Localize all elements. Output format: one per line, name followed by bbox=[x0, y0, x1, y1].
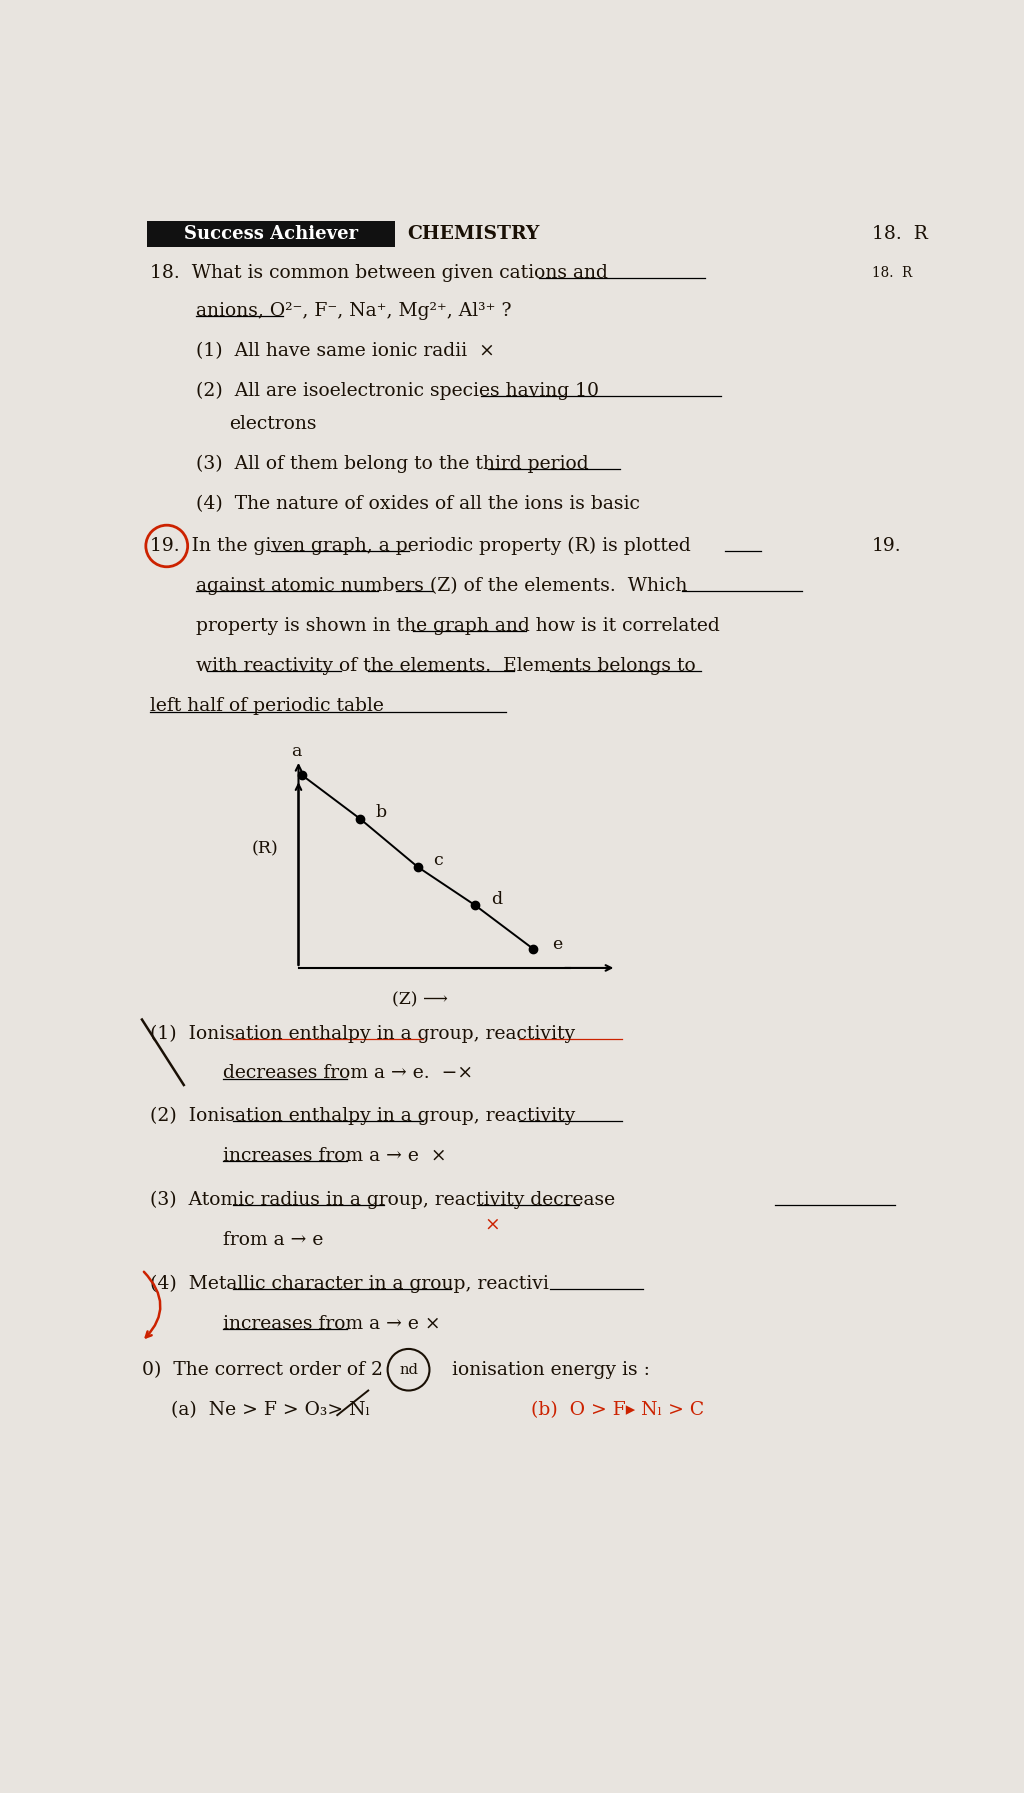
Text: (Z) ⟶: (Z) ⟶ bbox=[391, 992, 447, 1009]
Text: c: c bbox=[433, 852, 443, 870]
Text: 19.: 19. bbox=[872, 536, 901, 556]
Text: 18.  What is common between given cations and: 18. What is common between given cations… bbox=[150, 264, 607, 282]
Text: increases from a → e  ×: increases from a → e × bbox=[222, 1146, 446, 1164]
Text: ×: × bbox=[484, 1216, 500, 1234]
Text: Success Achiever: Success Achiever bbox=[184, 226, 358, 244]
Text: electrons: electrons bbox=[228, 414, 316, 432]
Text: CHEMISTRY: CHEMISTRY bbox=[407, 226, 540, 244]
Text: (3)  Atomic radius in a group, reactivity decrease: (3) Atomic radius in a group, reactivity… bbox=[150, 1191, 614, 1208]
Text: ionisation energy is :: ionisation energy is : bbox=[445, 1361, 649, 1379]
Text: b: b bbox=[376, 803, 387, 821]
Text: decreases from a → e.  −×: decreases from a → e. −× bbox=[222, 1065, 473, 1083]
Text: from a → e: from a → e bbox=[222, 1230, 323, 1248]
Text: (4)  The nature of oxides of all the ions is basic: (4) The nature of oxides of all the ions… bbox=[197, 495, 640, 513]
Text: against atomic numbers (Z) of the elements.  Which: against atomic numbers (Z) of the elemen… bbox=[197, 577, 687, 595]
Text: (R): (R) bbox=[252, 841, 279, 857]
Text: 19.  In the given graph, a periodic property (R) is plotted: 19. In the given graph, a periodic prope… bbox=[150, 536, 690, 556]
FancyBboxPatch shape bbox=[147, 221, 395, 247]
Text: (1)  Ionisation enthalpy in a group, reactivity: (1) Ionisation enthalpy in a group, reac… bbox=[150, 1024, 574, 1042]
Text: 18.  R: 18. R bbox=[872, 226, 928, 244]
Text: 18.  R: 18. R bbox=[872, 265, 912, 280]
Text: increases from a → e ×: increases from a → e × bbox=[222, 1314, 440, 1332]
Text: (4)  Metallic character in a group, reactivi: (4) Metallic character in a group, react… bbox=[150, 1275, 549, 1293]
Text: a: a bbox=[291, 742, 301, 760]
Text: (a)  Ne > F > O₃> Nₗ: (a) Ne > F > O₃> Nₗ bbox=[171, 1400, 370, 1418]
Text: with reactivity of the elements.  Elements belongs to: with reactivity of the elements. Element… bbox=[197, 656, 696, 676]
Text: e: e bbox=[552, 936, 562, 954]
Text: (3)  All of them belong to the third period: (3) All of them belong to the third peri… bbox=[197, 455, 589, 473]
Text: (1)  All have same ionic radii  ×: (1) All have same ionic radii × bbox=[197, 342, 495, 360]
Text: (2)  Ionisation enthalpy in a group, reactivity: (2) Ionisation enthalpy in a group, reac… bbox=[150, 1106, 574, 1124]
Text: (b)  O > F▸ Nₗ > C: (b) O > F▸ Nₗ > C bbox=[531, 1400, 705, 1418]
Text: d: d bbox=[490, 891, 502, 907]
Text: (2)  All are isoelectronic species having 10: (2) All are isoelectronic species having… bbox=[197, 382, 599, 400]
Text: anions, O²⁻, F⁻, Na⁺, Mg²⁺, Al³⁺ ?: anions, O²⁻, F⁻, Na⁺, Mg²⁺, Al³⁺ ? bbox=[197, 301, 512, 319]
Text: left half of periodic table: left half of periodic table bbox=[150, 697, 384, 715]
Text: nd: nd bbox=[399, 1363, 418, 1377]
Text: 0)  The correct order of 2: 0) The correct order of 2 bbox=[142, 1361, 383, 1379]
Text: property is shown in the graph and how is it correlated: property is shown in the graph and how i… bbox=[197, 617, 720, 635]
